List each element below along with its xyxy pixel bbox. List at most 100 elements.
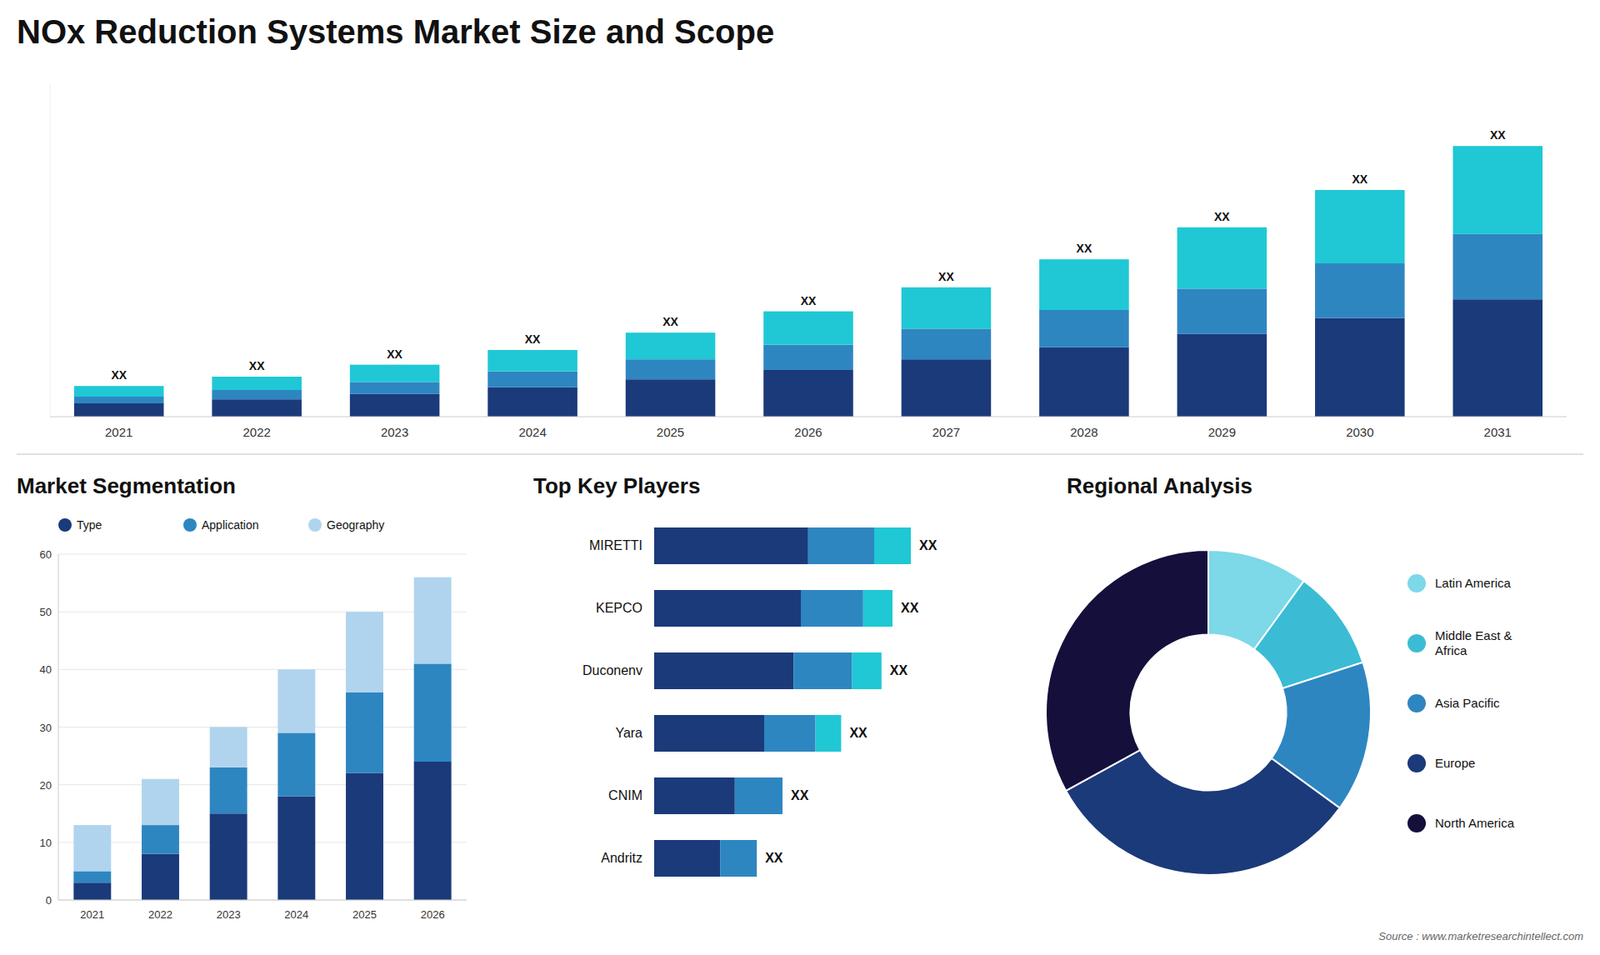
legend-label: Latin America bbox=[1435, 575, 1512, 590]
bar bbox=[210, 727, 248, 768]
y-tick-label: 0 bbox=[45, 894, 52, 907]
x-tick-label: 2031 bbox=[1484, 425, 1512, 440]
x-tick-label: 2023 bbox=[380, 425, 409, 440]
bar bbox=[793, 652, 852, 690]
bar bbox=[73, 825, 111, 871]
bar bbox=[901, 359, 992, 417]
grid-line bbox=[58, 784, 467, 785]
bar bbox=[625, 359, 716, 380]
bar bbox=[654, 527, 809, 565]
bar bbox=[141, 825, 180, 855]
title: NOx Reduction Systems Market Size and Sc… bbox=[16, 13, 775, 50]
bar bbox=[800, 590, 864, 627]
legend-marker bbox=[1407, 754, 1426, 773]
x-tick-label: 2027 bbox=[932, 425, 960, 440]
bar bbox=[210, 767, 248, 814]
plot-area bbox=[74, 145, 1543, 417]
y-tick-label: 30 bbox=[40, 721, 52, 735]
bar bbox=[815, 715, 842, 752]
legend-marker bbox=[1407, 814, 1426, 833]
bar bbox=[654, 590, 801, 627]
bar bbox=[211, 376, 302, 390]
bar bbox=[277, 669, 315, 733]
y-tick-label: 10 bbox=[40, 836, 52, 850]
data-label: XX bbox=[525, 332, 541, 346]
y-tick-label: MIRETTI bbox=[589, 538, 643, 553]
bar bbox=[764, 715, 816, 752]
data-label: XX bbox=[662, 315, 679, 329]
x-tick-label: 2024 bbox=[518, 425, 546, 440]
bar bbox=[852, 652, 882, 690]
x-axis bbox=[50, 416, 1567, 418]
grid-line bbox=[58, 611, 467, 613]
section-title: Market Segmentation bbox=[16, 473, 236, 499]
x-tick-label: 2022 bbox=[242, 425, 270, 440]
bar bbox=[1177, 334, 1268, 417]
bar bbox=[141, 779, 180, 825]
data-label: XX bbox=[790, 788, 810, 803]
y-tick-label: Andritz bbox=[600, 850, 643, 865]
divider bbox=[16, 453, 1584, 455]
bar bbox=[756, 840, 758, 877]
data-label: XX bbox=[919, 538, 938, 553]
donut-slice bbox=[1045, 550, 1209, 791]
data-label: XX bbox=[1076, 241, 1093, 255]
x-tick-label: 2021 bbox=[105, 425, 133, 440]
x-tick-label: 2026 bbox=[420, 908, 445, 921]
legend-marker bbox=[1407, 634, 1426, 653]
data-label: XX bbox=[1214, 210, 1230, 224]
data-label: XX bbox=[938, 270, 955, 284]
legend-label: Geography bbox=[326, 518, 385, 532]
bar bbox=[277, 796, 315, 901]
bar bbox=[1039, 259, 1130, 310]
bar bbox=[277, 732, 315, 796]
bar bbox=[901, 287, 992, 330]
y-tick-label: 20 bbox=[40, 779, 52, 792]
bar bbox=[414, 761, 452, 900]
legend-label: Asia Pacific bbox=[1435, 695, 1500, 710]
section-title: Regional Analysis bbox=[1066, 473, 1253, 499]
bar bbox=[73, 870, 111, 883]
data-label: XX bbox=[890, 663, 909, 678]
legend-label: North America bbox=[1435, 815, 1515, 830]
x-axis bbox=[58, 900, 467, 901]
y-tick-label: 40 bbox=[40, 663, 52, 676]
bar bbox=[211, 390, 302, 400]
y-axis bbox=[58, 554, 60, 900]
bar bbox=[74, 385, 165, 397]
bar bbox=[1177, 227, 1268, 290]
bar bbox=[345, 692, 384, 774]
bar bbox=[901, 328, 992, 360]
bar bbox=[1315, 190, 1405, 264]
bar bbox=[782, 777, 784, 815]
bar bbox=[414, 663, 452, 762]
bar bbox=[763, 311, 854, 345]
bar bbox=[1039, 310, 1130, 348]
legend-label: Middle East &Africa bbox=[1435, 628, 1513, 659]
y-tick-label: KEPCO bbox=[595, 600, 643, 615]
y-tick-label: Duconenv bbox=[582, 663, 643, 678]
bar bbox=[625, 379, 716, 417]
bar bbox=[863, 590, 893, 627]
x-tick-label: 2022 bbox=[148, 908, 173, 921]
plot-area bbox=[73, 577, 451, 900]
bar bbox=[350, 365, 440, 383]
x-tick-label: 2024 bbox=[284, 908, 309, 921]
legend-label: Type bbox=[76, 518, 103, 532]
bar bbox=[345, 773, 384, 900]
grid-line bbox=[58, 900, 467, 901]
bar bbox=[654, 715, 765, 752]
bar bbox=[345, 611, 384, 693]
x-tick-label: 2030 bbox=[1345, 425, 1374, 440]
section-title: Top Key Players bbox=[533, 473, 700, 499]
bar bbox=[808, 527, 875, 565]
y-tick-label: 50 bbox=[40, 605, 52, 619]
bar bbox=[1453, 145, 1544, 235]
grid-line bbox=[58, 554, 467, 555]
bar bbox=[414, 577, 452, 665]
bar bbox=[1453, 234, 1544, 300]
bar bbox=[654, 840, 720, 877]
grid-line bbox=[58, 669, 467, 670]
legend-marker bbox=[308, 518, 322, 532]
page: NOx Reduction Systems Market Size and Sc… bbox=[0, 0, 1600, 955]
